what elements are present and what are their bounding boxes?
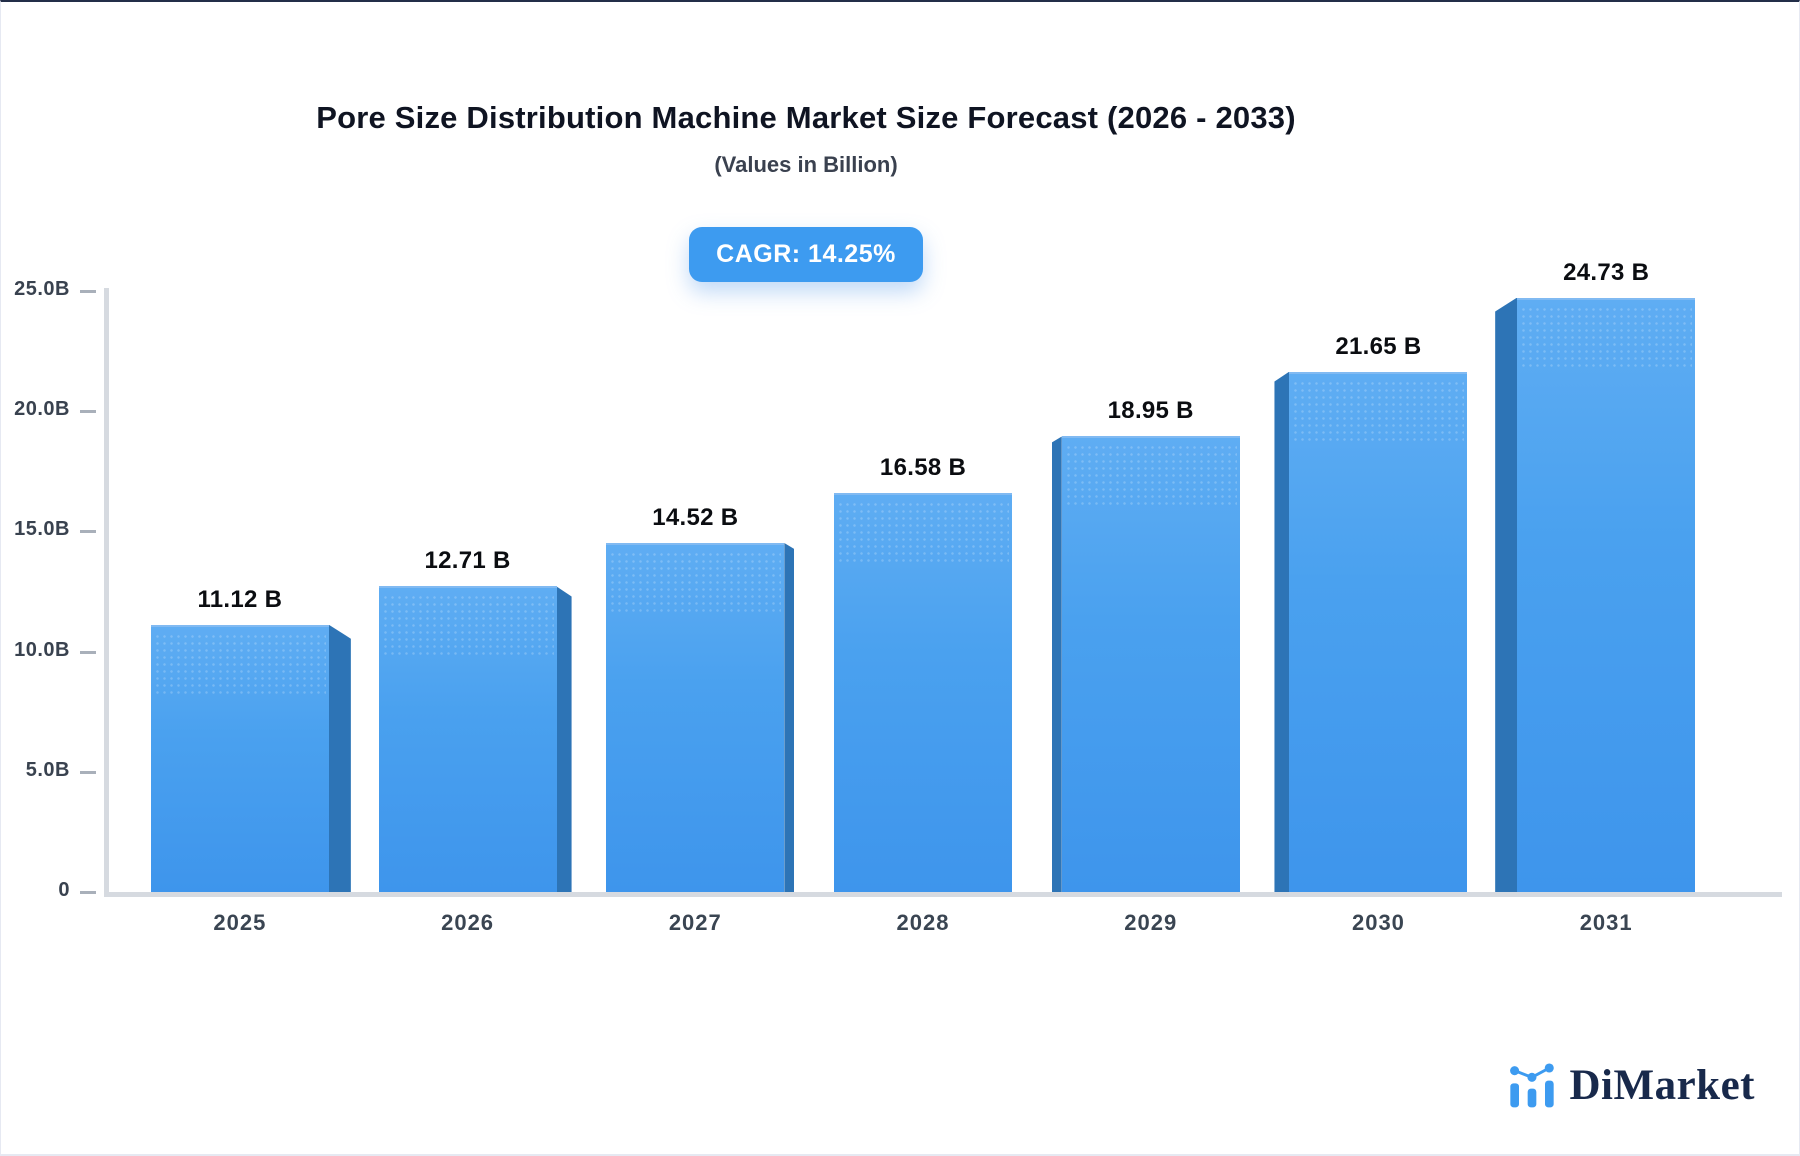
y-tick-label: 0 [58, 879, 70, 901]
bar-2027: 14.52 B [606, 504, 795, 892]
bar-value-label: 24.73 B [1563, 258, 1650, 286]
tick-dash [80, 530, 96, 534]
bar-value-label: 21.65 B [1335, 332, 1422, 360]
tick-dash [80, 650, 96, 654]
bar-side-face [784, 542, 795, 892]
y-tick-label: 20.0B [14, 398, 70, 421]
bar-2029: 18.95 B [1051, 397, 1240, 892]
bar-value-label: 14.52 B [652, 503, 739, 531]
plot-area: 0 5.0B 10.0B 15.0B 20.0B 25.0B 11.12 B 2025 12.… [14, 259, 1782, 935]
chart-subtitle: (Values in Billion) [714, 152, 898, 177]
bar-2031: 24.73 B [1495, 259, 1696, 892]
cagr-badge: CAGR: 14.25% [689, 227, 923, 282]
bar-side-face [1495, 297, 1518, 892]
x-axis-label-2031: 2031 [1579, 910, 1633, 935]
bar-group-2025: 11.12 B 2025 [126, 291, 354, 935]
bar-group-2027: 14.52 B 2027 [581, 291, 809, 935]
tick-dash [80, 770, 96, 774]
bar-group-2026: 12.71 B 2026 [354, 291, 582, 935]
bar-group-2028: 16.58 B 2028 [809, 291, 1037, 935]
bar-chart-trend-icon [1509, 1062, 1554, 1107]
bar-group-2030: 21.65 B 2030 [1265, 291, 1493, 935]
x-axis-label-2028: 2028 [896, 910, 950, 935]
x-axis-label-2029: 2029 [1124, 910, 1178, 935]
x-axis-label-2025: 2025 [213, 910, 267, 935]
bar-group-2031: 24.73 B 2031 [1492, 259, 1720, 935]
bar-front-face [606, 542, 785, 892]
bar-value-label: 12.71 B [424, 547, 511, 575]
y-tick-label: 10.0B [14, 638, 70, 661]
x-axis-label-2030: 2030 [1351, 910, 1405, 935]
bar-2025: 11.12 B [150, 586, 351, 892]
y-axis-line [104, 288, 109, 897]
bar-value-label: 16.58 B [879, 454, 967, 482]
y-tick-label: 15.0B [14, 518, 70, 541]
y-tick-label: 25.0B [14, 278, 70, 300]
bar-value-label: 11.12 B [197, 585, 283, 613]
bar-front-face [1061, 436, 1240, 892]
tick-dash [80, 891, 96, 894]
bar-front-face [834, 493, 1013, 892]
x-axis-line [104, 892, 1782, 897]
tick-dash [80, 290, 96, 293]
bar-side-face [328, 624, 351, 892]
bar-2030: 21.65 B [1274, 333, 1468, 892]
bar-group-2029: 18.95 B 2029 [1037, 291, 1265, 935]
tick-dash [80, 410, 96, 414]
bar-front-face [378, 586, 557, 892]
x-axis-label-2026: 2026 [441, 910, 495, 935]
bar-front-face [1517, 297, 1696, 892]
bar-front-face [150, 624, 329, 892]
brand-name: DiMarket [1569, 1062, 1755, 1109]
bar-side-face [556, 586, 572, 892]
bar-front-face [1289, 371, 1468, 892]
chart-title: Pore Size Distribution Machine Market Si… [316, 100, 1296, 135]
bar-side-face [1274, 371, 1290, 892]
bar-series: 11.12 B 2025 12.71 B 2026 14.52 B 2027 16.58 B… [106, 259, 1782, 935]
bar-value-label: 18.95 B [1107, 397, 1194, 425]
bar-2028: 16.58 B [834, 454, 1013, 892]
x-axis-label-2027: 2027 [668, 910, 722, 935]
y-tick-label: 5.0B [25, 758, 70, 781]
bar-side-face [1051, 436, 1062, 892]
brand-logo: DiMarket [1509, 1061, 1756, 1110]
bar-2026: 12.71 B [378, 547, 572, 892]
chart-header: Pore Size Distribution Machine Market Si… [1, 2, 1611, 282]
